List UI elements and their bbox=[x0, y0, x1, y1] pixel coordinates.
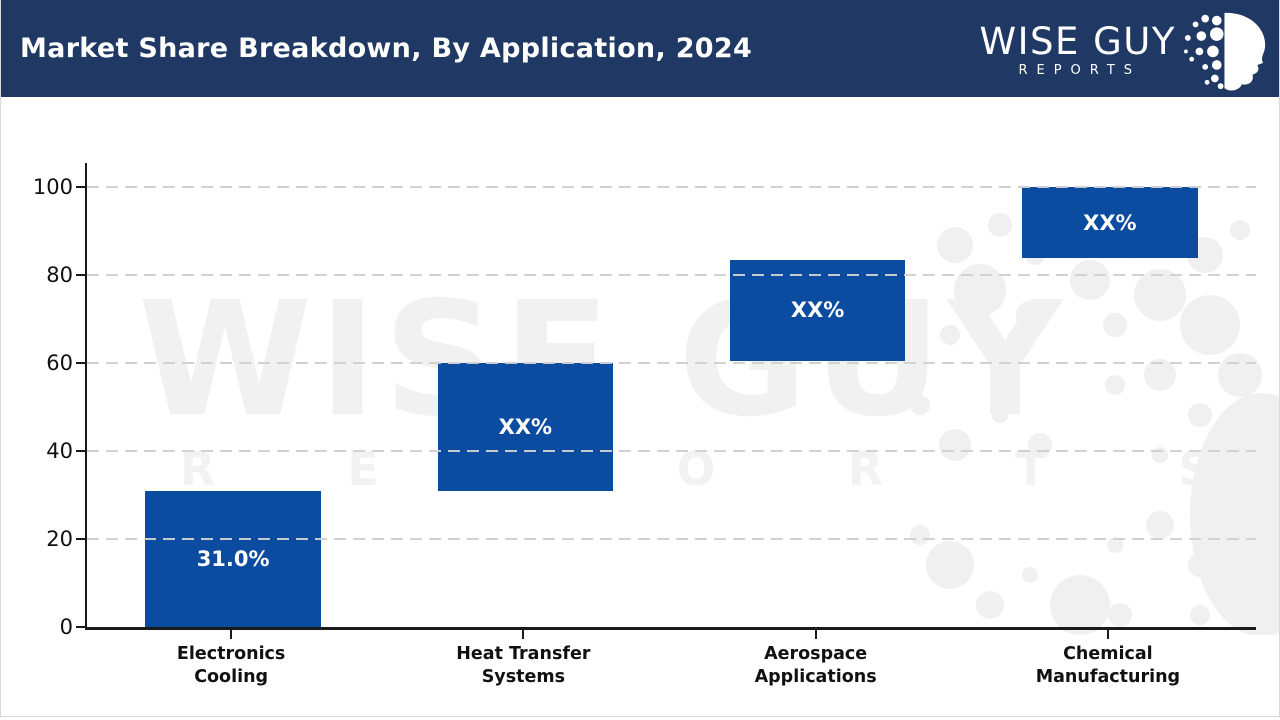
header-bar: Market Share Breakdown, By Application, … bbox=[0, 0, 1280, 97]
y-tick-mark bbox=[76, 626, 85, 628]
x-axis-label: Aerospace Applications bbox=[754, 644, 877, 687]
brand-logo: WISE GUY REPORTS bbox=[980, 8, 1270, 92]
brand-logo-text: WISE GUY REPORTS bbox=[979, 19, 1176, 79]
x-tick-mark bbox=[814, 630, 817, 639]
y-tick-label: 80 bbox=[46, 263, 73, 288]
y-tick-label: 20 bbox=[46, 527, 73, 552]
x-axis-label: Heat Transfer Systems bbox=[456, 644, 591, 687]
brand-face-icon bbox=[1183, 12, 1266, 91]
brand-name: WISE GUY bbox=[979, 19, 1176, 63]
bar-segment bbox=[729, 259, 906, 361]
x-axis-label: Chemical Manufacturing bbox=[1035, 644, 1181, 687]
bar-segment bbox=[1022, 187, 1198, 259]
y-tick-label: 60 bbox=[46, 351, 73, 376]
gridline bbox=[87, 538, 1256, 541]
bar-value-label: 31.0% bbox=[196, 546, 270, 571]
y-tick-label: 100 bbox=[32, 175, 73, 200]
y-tick-mark bbox=[76, 538, 85, 541]
y-tick-mark bbox=[76, 362, 85, 365]
x-tick-mark bbox=[1106, 630, 1109, 639]
bar-value-label: XX% bbox=[498, 414, 553, 439]
bar-value-label: XX% bbox=[1083, 210, 1137, 235]
y-tick-mark bbox=[76, 450, 85, 453]
gridline bbox=[87, 274, 1256, 277]
gridline bbox=[87, 362, 1256, 365]
chart-plot-area: 31.0% XX% XX% XX% bbox=[85, 163, 1256, 630]
page-title: Market Share Breakdown, By Application, … bbox=[20, 33, 753, 64]
bar-value-label: XX% bbox=[790, 298, 845, 323]
y-tick-label: 40 bbox=[46, 439, 73, 464]
x-tick-mark bbox=[230, 630, 233, 639]
y-tick-mark bbox=[76, 186, 85, 189]
brand-subname: REPORTS bbox=[1018, 63, 1142, 79]
y-tick-label: 0 bbox=[59, 615, 73, 639]
bar-segment bbox=[145, 490, 321, 627]
bar-segment bbox=[437, 363, 614, 491]
x-tick-mark bbox=[522, 630, 525, 639]
y-tick-mark bbox=[76, 274, 85, 277]
gridline bbox=[87, 186, 1256, 189]
gridline bbox=[87, 450, 1256, 453]
x-axis-label: Electronics Cooling bbox=[176, 644, 286, 687]
